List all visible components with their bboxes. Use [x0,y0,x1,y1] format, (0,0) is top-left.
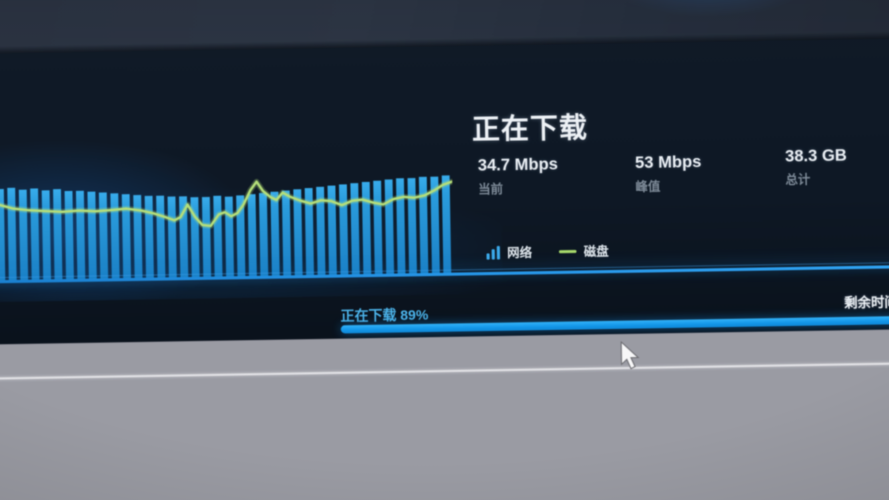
lower-page-area [0,328,889,500]
download-hero-panel: 正在下载 34.7 Mbps 当前 53 Mbps 峰值 38.3 GB 总计 … [0,38,889,352]
stat-current-value: 34.7 Mbps [477,155,559,175]
legend-network: 网络 [486,243,532,261]
stat-peak-label: 峰值 [635,179,661,195]
legend-network-label: 网络 [507,245,533,261]
stat-total: 38.3 GB 总计 [785,146,889,189]
page-title: 正在下载 [471,112,589,145]
remaining-time-label: 剩余时间: [843,294,889,311]
stat-peak: 53 Mbps 峰值 [635,152,791,195]
progress-label: 正在下载 89% [340,307,429,325]
stat-current-label: 当前 [478,181,504,197]
graph-legend: 网络 磁盘 [486,242,609,262]
screen-reflection-line [0,362,889,381]
line-dash-icon [558,249,577,254]
mouse-cursor-icon[interactable] [619,340,642,372]
bar-chart-icon [486,245,501,260]
legend-disk-label: 磁盘 [583,244,609,260]
stat-peak-value: 53 Mbps [634,153,702,173]
legend-disk: 磁盘 [558,242,609,260]
stat-total-value: 38.3 GB [784,147,847,166]
network-disk-graph [0,166,456,286]
stat-current: 34.7 Mbps 当前 [478,155,634,198]
stat-total-label: 总计 [785,172,811,188]
